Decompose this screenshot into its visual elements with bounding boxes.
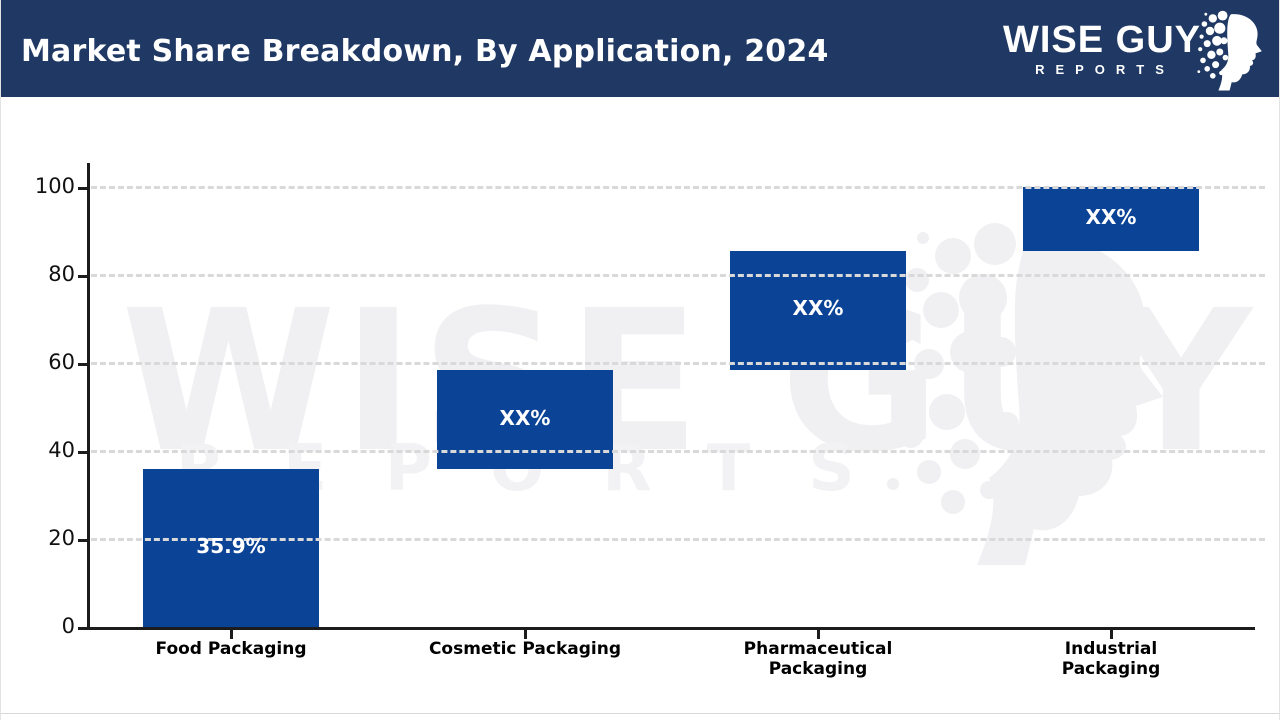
category-label-industrial-packaging: Industrial Packaging bbox=[1061, 639, 1161, 679]
y-tick-label-20: 20 bbox=[48, 526, 75, 550]
bottom-border bbox=[1, 713, 1279, 714]
category-label-food-packaging: Food Packaging bbox=[155, 639, 307, 659]
category-label-cosmetic-packaging: Cosmetic Packaging bbox=[428, 639, 622, 659]
y-tick-mark-80 bbox=[78, 275, 87, 278]
y-tick-label-0: 0 bbox=[61, 614, 75, 638]
wiseguy-logo: WISE GUY REPORTS bbox=[1003, 6, 1269, 92]
gridline-60 bbox=[91, 362, 1265, 365]
header: Market Share Breakdown, By Application, … bbox=[1, 0, 1279, 97]
y-tick-mark-40 bbox=[78, 451, 87, 454]
wiseguy-head-icon bbox=[1197, 10, 1262, 91]
page-title: Market Share Breakdown, By Application, … bbox=[21, 34, 829, 69]
bar-food-packaging bbox=[143, 469, 319, 627]
gridline-20 bbox=[91, 538, 1265, 541]
y-tick-label-40: 40 bbox=[48, 438, 75, 462]
category-label-pharmaceutical-packaging: Pharmaceutical Packaging bbox=[743, 639, 893, 679]
x-tick-mark-pharmaceutical-packaging bbox=[817, 630, 820, 639]
x-tick-mark-cosmetic-packaging bbox=[524, 630, 527, 639]
gridline-80 bbox=[91, 274, 1265, 277]
y-tick-label-60: 60 bbox=[48, 350, 75, 374]
gridline-40 bbox=[91, 450, 1265, 453]
bar-value-label-cosmetic-packaging: XX% bbox=[499, 405, 551, 430]
logo-wordmark: WISE GUY bbox=[1002, 19, 1201, 61]
bar-pharmaceutical-packaging bbox=[730, 250, 906, 371]
bar-value-label-pharmaceutical-packaging: XX% bbox=[792, 296, 844, 321]
x-tick-mark-industrial-packaging bbox=[1110, 630, 1113, 639]
y-tick-label-80: 80 bbox=[48, 262, 75, 286]
bar-value-label-food-packaging: 35.9% bbox=[196, 534, 266, 559]
gridline-100 bbox=[91, 186, 1265, 189]
logo-text: WISE GUY REPORTS bbox=[1003, 20, 1201, 77]
bar-industrial-packaging bbox=[1023, 187, 1199, 251]
x-tick-mark-food-packaging bbox=[230, 630, 233, 639]
y-tick-mark-0 bbox=[78, 627, 87, 630]
y-axis-line bbox=[87, 163, 90, 630]
y-tick-mark-100 bbox=[78, 187, 87, 190]
logo-subtext: REPORTS bbox=[1035, 62, 1175, 77]
x-axis-line bbox=[87, 627, 1255, 630]
y-tick-label-100: 100 bbox=[34, 174, 75, 198]
y-tick-mark-60 bbox=[78, 363, 87, 366]
bar-value-label-industrial-packaging: XX% bbox=[1085, 204, 1137, 229]
y-tick-mark-20 bbox=[78, 539, 87, 542]
